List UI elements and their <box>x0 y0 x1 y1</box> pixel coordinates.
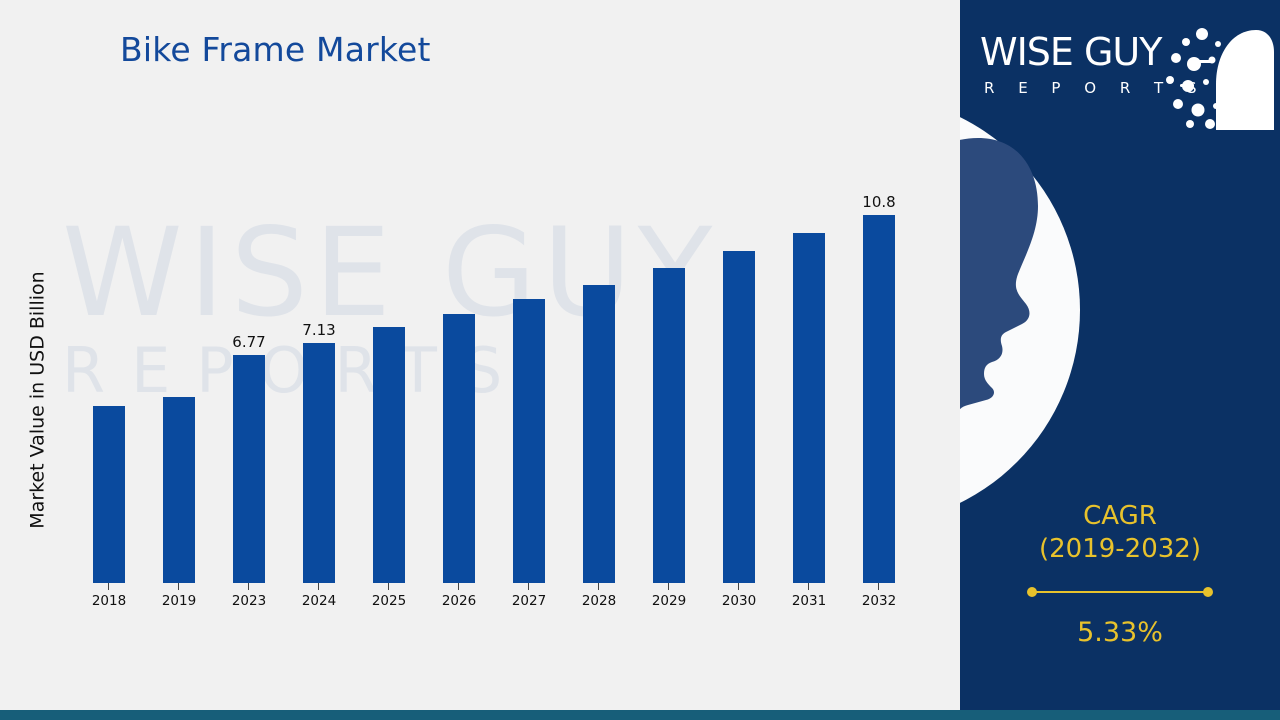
bar-2032[interactable] <box>863 215 895 583</box>
cagr-label: CAGR <box>1083 501 1157 531</box>
x-tick-label-2029: 2029 <box>651 593 687 609</box>
x-tick-2023 <box>248 583 249 590</box>
bar-2026[interactable] <box>443 314 475 583</box>
bar-group-2029: 2029 <box>646 150 716 609</box>
x-tick-2027 <box>528 583 529 590</box>
bar-chart-plot-area: 2018 2019 6.77 2023 7.13 2024 2025 2026 2027 2028… <box>62 150 922 609</box>
x-tick-label-2024: 2024 <box>301 593 337 609</box>
bar-2023[interactable] <box>233 355 265 583</box>
bar-2019[interactable] <box>163 397 195 583</box>
bar-group-2019: 2019 <box>156 150 226 609</box>
x-tick-label-2030: 2030 <box>721 593 757 609</box>
bar-group-2027: 2027 <box>506 150 576 609</box>
bar-group-2031: 2031 <box>786 150 856 609</box>
bar-group-2018: 2018 <box>86 150 156 609</box>
bar-group-2024: 7.13 2024 <box>296 150 366 609</box>
x-tick-2025 <box>388 583 389 590</box>
x-tick-2024 <box>318 583 319 590</box>
bar-group-2025: 2025 <box>366 150 436 609</box>
x-tick-label-2026: 2026 <box>441 593 477 609</box>
divider-rule <box>1032 591 1208 593</box>
page-title: Bike Frame Market <box>120 30 431 69</box>
bar-value-label-2032: 10.8 <box>862 193 896 211</box>
x-tick-label-2023: 2023 <box>231 593 267 609</box>
x-tick-2029 <box>668 583 669 590</box>
x-tick-2030 <box>738 583 739 590</box>
bar-2031[interactable] <box>793 233 825 583</box>
x-tick-2018 <box>108 583 109 590</box>
bar-group-2028: 2028 <box>576 150 646 609</box>
bar-2025[interactable] <box>373 327 405 583</box>
x-tick-label-2032: 2032 <box>861 593 897 609</box>
y-axis-label: Market Value in USD Billion <box>22 200 54 600</box>
brand-logo: WISE GUY R E P O R T S <box>972 24 1274 130</box>
x-tick-label-2019: 2019 <box>161 593 197 609</box>
x-tick-2019 <box>178 583 179 590</box>
cagr-value: 5.33% <box>1077 617 1163 648</box>
chart-panel: Bike Frame Market WISE GUY REPORTS Marke… <box>22 30 922 609</box>
bottom-accent-strip <box>0 710 1280 720</box>
bar-value-label-2023: 6.77 <box>232 333 266 351</box>
cagr-block: CAGR (2019-2032) 5.33% <box>960 500 1280 648</box>
cagr-range: (2019-2032) <box>1038 533 1201 564</box>
bar-2018[interactable] <box>93 406 125 583</box>
x-tick-2032 <box>878 583 879 590</box>
x-tick-2026 <box>458 583 459 590</box>
bar-value-label-2024: 7.13 <box>302 321 336 339</box>
bar-2028[interactable] <box>583 285 615 583</box>
divider-dot-right <box>1203 587 1213 597</box>
brand-side-panel: WISE GUY R E P O R T S CAGR (20 <box>960 0 1280 720</box>
logo-head-profile-icon <box>1166 28 1274 130</box>
bar-group-2032: 10.8 2032 <box>856 150 926 609</box>
bar-group-2026: 2026 <box>436 150 506 609</box>
bar-group-2030: 2030 <box>716 150 786 609</box>
x-tick-label-2018: 2018 <box>91 593 127 609</box>
bar-2029[interactable] <box>653 268 685 583</box>
x-tick-label-2031: 2031 <box>791 593 827 609</box>
x-tick-2031 <box>808 583 809 590</box>
bar-group-2023: 6.77 2023 <box>226 150 296 609</box>
x-tick-label-2025: 2025 <box>371 593 407 609</box>
head-profile-graphic <box>960 138 1038 410</box>
bar-2027[interactable] <box>513 299 545 583</box>
logo-wordmark: WISE GUY <box>980 30 1162 74</box>
logo-subtitle: R E P O R T S <box>984 79 1206 97</box>
bar-2030[interactable] <box>723 251 755 583</box>
x-tick-2028 <box>598 583 599 590</box>
cagr-divider <box>1027 587 1213 597</box>
x-tick-label-2028: 2028 <box>581 593 617 609</box>
x-tick-label-2027: 2027 <box>511 593 547 609</box>
y-axis-label-text: Market Value in USD Billion <box>27 271 50 529</box>
bar-2024[interactable] <box>303 343 335 583</box>
